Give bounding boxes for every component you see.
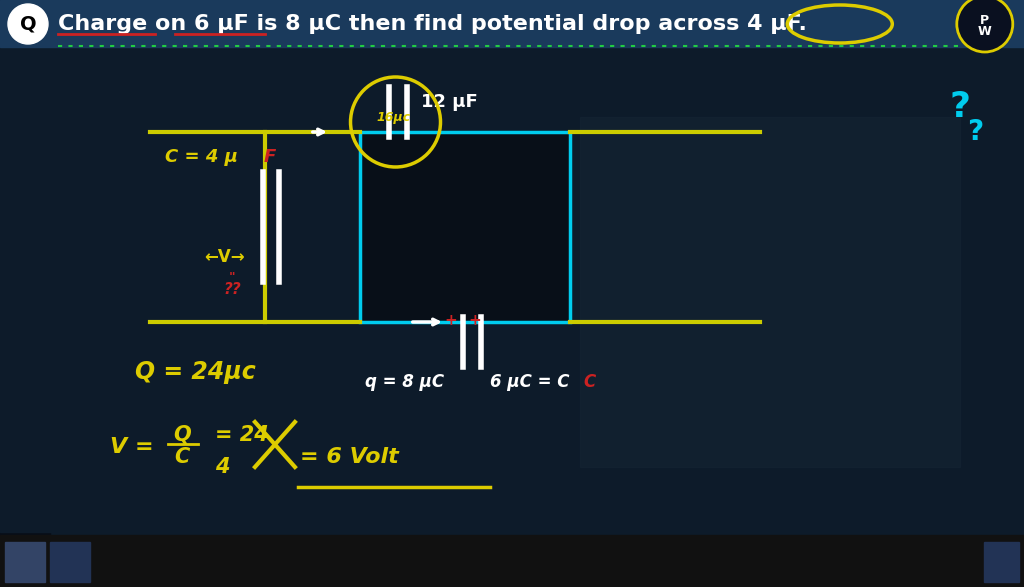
Text: C = 4 μ: C = 4 μ [165, 148, 238, 166]
Bar [50, 542, 90, 582]
Text: ←V→: ←V→ [205, 248, 246, 266]
Circle shape [956, 0, 1013, 52]
Text: ": " [228, 271, 236, 284]
Text: 12 μF: 12 μF [421, 93, 477, 111]
Text: W: W [978, 25, 991, 38]
Text: C: C [174, 447, 189, 467]
Text: Charge on 6 μF is 8 μC then find potential drop across 4 μF.: Charge on 6 μF is 8 μC then find potenti… [58, 14, 807, 34]
Text: Q = 24μc: Q = 24μc [135, 360, 256, 384]
Text: ?: ? [967, 118, 983, 146]
Text: +: + [444, 312, 458, 328]
Text: 6 μC = C: 6 μC = C [489, 373, 569, 391]
Text: V =: V = [110, 437, 154, 457]
Text: Q: Q [19, 15, 36, 33]
Text: ?: ? [949, 90, 971, 124]
Bar [5, 542, 45, 582]
Text: = 24: = 24 [215, 425, 268, 445]
Text: C: C [584, 373, 596, 391]
Text: F: F [264, 148, 276, 166]
Text: 4: 4 [215, 457, 229, 477]
Text: P: P [980, 14, 989, 26]
Text: +: + [469, 312, 481, 328]
Text: 16μc: 16μc [377, 110, 411, 123]
Bar [0, 0, 50, 587]
Circle shape [8, 4, 48, 44]
Bar [0, 535, 1024, 587]
Text: ??: ?? [223, 282, 241, 296]
Bar [359, 132, 570, 322]
Bar [0, 0, 1024, 47]
Text: q = 8 μC: q = 8 μC [365, 373, 444, 391]
Text: Q: Q [173, 425, 190, 445]
Text: = 6 Volt: = 6 Volt [300, 447, 398, 467]
Bar [984, 542, 1019, 582]
Bar [580, 117, 959, 467]
